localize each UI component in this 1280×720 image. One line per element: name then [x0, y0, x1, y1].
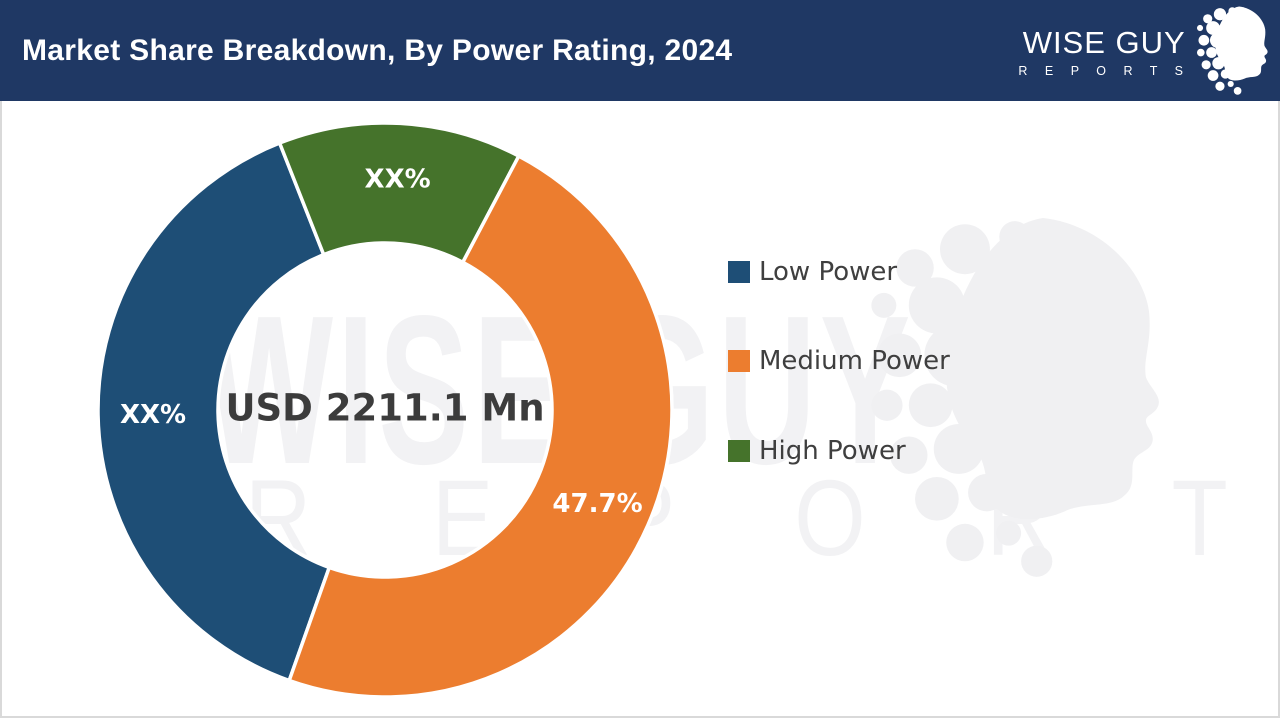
bottom-border [0, 716, 1280, 718]
segment-value-label: XX% [120, 400, 186, 430]
segment-low-power [96, 140, 332, 683]
brand-subname: R E P O R T S [1018, 63, 1190, 78]
legend-item-high-power: High Power [728, 436, 906, 466]
segment-medium-power [286, 153, 674, 699]
page-title: Market Share Breakdown, By Power Rating,… [22, 34, 733, 67]
legend-label: Medium Power [759, 346, 950, 376]
legend-item-low-power: Low Power [728, 257, 897, 287]
legend-swatch-high-power [728, 440, 750, 462]
legend-item-medium-power: Medium Power [728, 346, 950, 376]
right-border [1278, 101, 1280, 718]
segment-value-label: XX% [365, 164, 431, 194]
legend-swatch-medium-power [728, 350, 750, 372]
brand-logo-text: WISE GUY R E P O R T S [1018, 25, 1190, 78]
brand-name: WISE GUY [1022, 24, 1186, 60]
left-border [0, 101, 2, 718]
segment-value-label: 47.7% [552, 489, 642, 519]
logo-head-icon [1196, 6, 1268, 95]
legend-label: High Power [759, 436, 906, 466]
legend-label: Low Power [759, 257, 898, 287]
center-value-label: USD 2211.1 Mn [225, 386, 545, 430]
brand-logo: WISE GUY R E P O R T S [1018, 4, 1274, 98]
header-bar: Market Share Breakdown, By Power Rating,… [0, 0, 1280, 101]
legend-swatch-low-power [728, 261, 750, 283]
